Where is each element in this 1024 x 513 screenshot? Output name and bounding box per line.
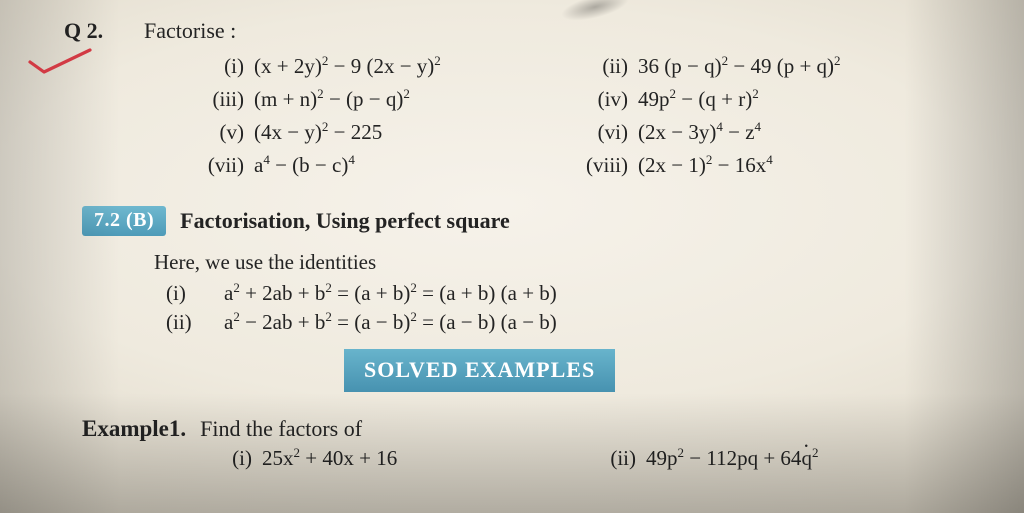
part-expr: 25x2 + 40x + 16 [262,446,397,471]
part-num: (ii) [588,446,636,471]
part-expr: (m + n)2 − (p − q)2 [254,87,410,112]
part-num: (iv) [580,87,628,112]
question-label: Q 2. [64,18,118,44]
identity-row: (i) a2 + 2ab + b2 = (a + b)2 = (a + b) (… [166,281,976,306]
part-num: (vi) [580,120,628,145]
part-expr: 49p2 − (q + r)2 [638,87,759,112]
checkmark-icon [28,48,92,76]
identity-expr: a2 + 2ab + b2 = (a + b)2 = (a + b) (a + … [224,281,557,306]
example-title: Find the factors of [200,416,362,442]
part-num: (ii) [580,54,628,79]
part: (i) 25x2 + 40x + 16 [204,446,564,471]
part-num: (v) [196,120,244,145]
identity-row: (ii) a2 − 2ab + b2 = (a − b)2 = (a − b) … [166,310,976,335]
part: (iii) (m + n)2 − (p − q)2 [196,87,556,112]
question-title: Factorise : [144,18,236,44]
identity-num: (ii) [166,310,202,335]
solved-examples-banner: SOLVED EXAMPLES [344,349,615,392]
example-label: Example1. [82,416,186,442]
part-expr: (2x − 3y)4 − z4 [638,120,761,145]
example-parts: (i) 25x2 + 40x + 16 (ii) 49p2 − 112pq + 64… [204,446,976,471]
section-tag: 7.2 (B) [82,206,166,236]
section-lede: Here, we use the identities [154,250,976,275]
part: (vii) a4 − (b − c)4 [196,153,556,178]
part-num: (i) [196,54,244,79]
part-expr: (4x − y)2 − 225 [254,120,382,145]
identity-num: (i) [166,281,202,306]
part: (ii) 36 (p − q)2 − 49 (p + q)2 [580,54,940,79]
part-num: (viii) [580,153,628,178]
part-expr: 36 (p − q)2 − 49 (p + q)2 [638,54,841,79]
section-title: Factorisation, Using perfect square [180,208,510,234]
part-num: (i) [204,446,252,471]
part: (iv) 49p2 − (q + r)2 [580,87,940,112]
part-expr: 49p2 − 112pq + 64q2 [646,446,818,471]
question-parts: (i) (x + 2y)2 − 9 (2x − y)2 (ii) 36 (p − q… [196,54,976,178]
part: (ii) 49p2 − 112pq + 64q2 [588,446,948,471]
part-num: (vii) [196,153,244,178]
part-expr: (2x − 1)2 − 16x4 [638,153,773,178]
part-expr: (x + 2y)2 − 9 (2x − y)2 [254,54,441,79]
identity-expr: a2 − 2ab + b2 = (a − b)2 = (a − b) (a − … [224,310,557,335]
part-num: (iii) [196,87,244,112]
part-expr: a4 − (b − c)4 [254,153,355,178]
part: (viii) (2x − 1)2 − 16x4 [580,153,940,178]
part: (i) (x + 2y)2 − 9 (2x − y)2 [196,54,556,79]
part: (vi) (2x − 3y)4 − z4 [580,120,940,145]
part: (v) (4x − y)2 − 225 [196,120,556,145]
